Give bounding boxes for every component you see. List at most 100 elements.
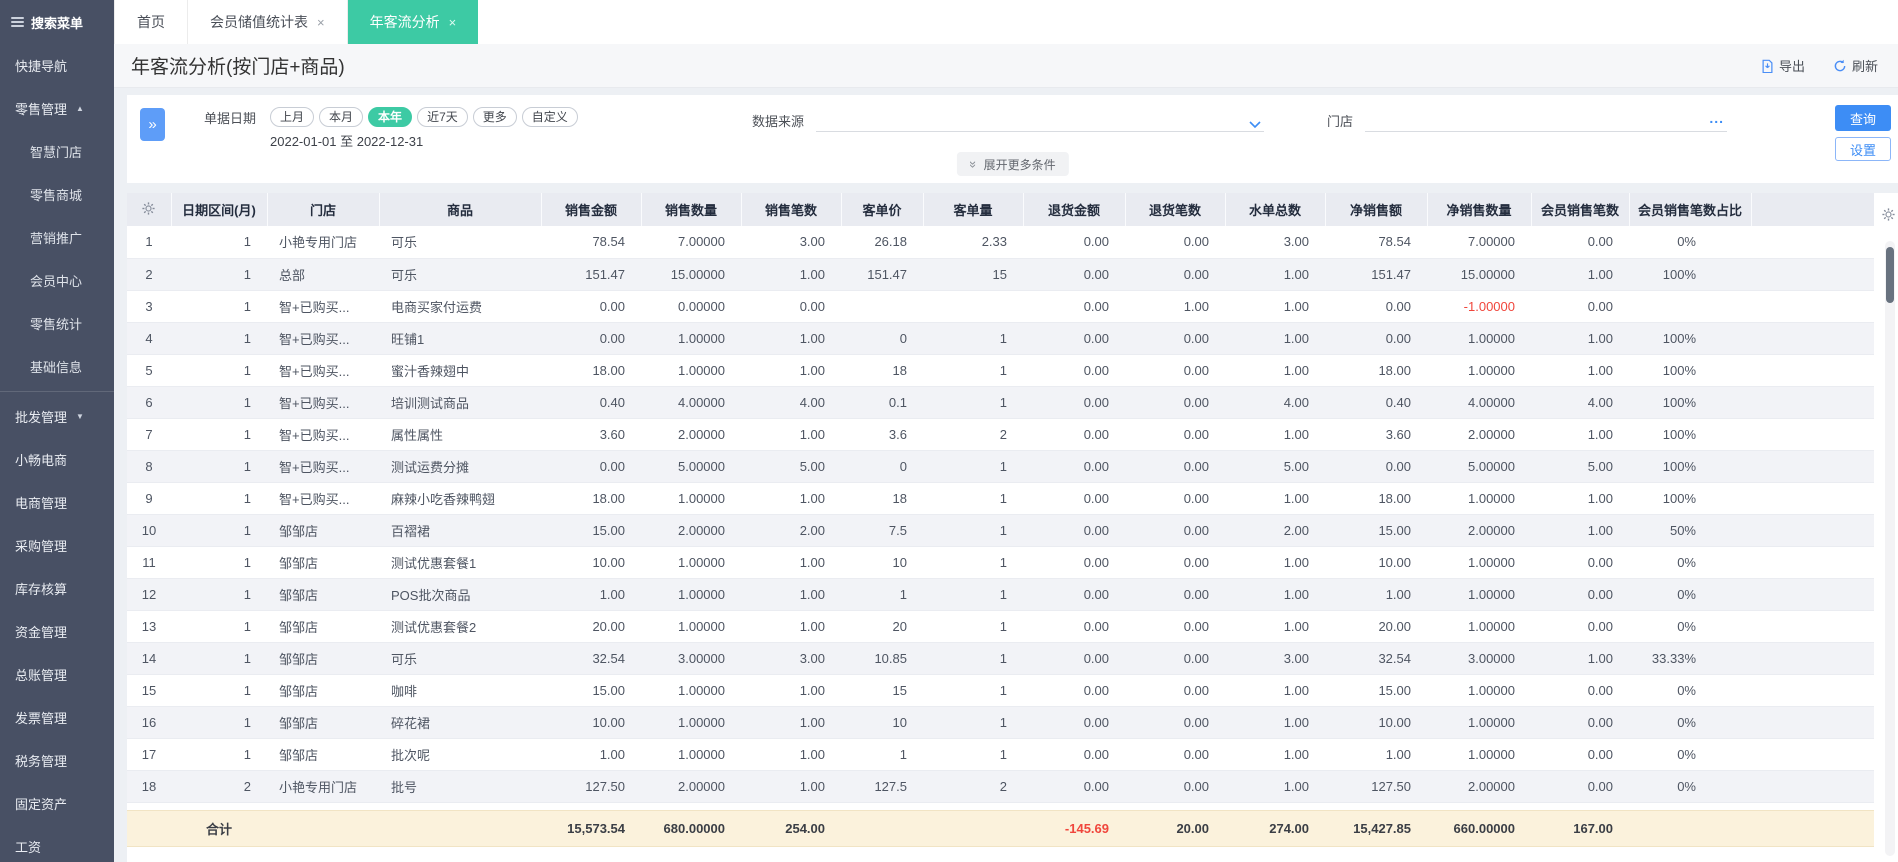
tab-1[interactable]: 会员储值统计表 × (188, 0, 348, 44)
date-range-value[interactable]: 2022-01-01 至 2022-12-31 (270, 134, 424, 149)
sidebar-item-9[interactable]: 批发管理 ▼ (0, 395, 114, 438)
cell: 1.00 (741, 354, 841, 387)
table-row[interactable]: 16 1 邹邹店 碎花裙 10.00 1.00000 1.00 10 1 0.00 0.00 1.00… (127, 706, 1874, 739)
column-header-15[interactable]: 会员销售笔数占比 (1629, 193, 1752, 226)
table-row[interactable]: 12 1 邹邹店 POS批次商品 1.00 1.00000 1.00 1 1 0.00 0.00 1.… (127, 578, 1874, 611)
date-quick-pill-2[interactable]: 本年 (368, 107, 413, 127)
cell: 0.00 (1531, 546, 1629, 579)
column-header-2[interactable]: 门店 (267, 193, 380, 226)
cell: 1.00000 (1427, 674, 1531, 707)
settings-button[interactable]: 设置 (1835, 137, 1891, 161)
sidebar-item-17[interactable]: 税务管理 (0, 739, 114, 782)
tab-close-icon[interactable]: × (448, 14, 457, 30)
export-button[interactable]: 导出 (1761, 56, 1805, 75)
sidebar-item-10[interactable]: 小畅电商 (0, 438, 114, 481)
cell: 0.00 (1023, 610, 1125, 643)
table-row[interactable]: 11 1 邹邹店 测试优惠套餐1 10.00 1.00000 1.00 10 1 0.00 0.00… (127, 546, 1874, 579)
sidebar-item-19[interactable]: 工资 (0, 825, 114, 862)
date-quick-pill-4[interactable]: 更多 (472, 107, 517, 127)
column-header-11[interactable]: 水单总数 (1225, 193, 1326, 226)
sidebar-item-label: 电商管理 (15, 496, 68, 511)
sidebar-item-18[interactable]: 固定资产 (0, 782, 114, 825)
table-row[interactable]: 1 1 小艳专用门店 可乐 78.54 7.00000 3.00 26.18 2.33 0.00 0… (127, 226, 1874, 259)
column-header-6[interactable]: 销售笔数 (741, 193, 842, 226)
cell-filler (1751, 226, 1874, 259)
cell: 0.00 (1325, 322, 1427, 355)
cell: 11 (127, 546, 171, 579)
store-more-button[interactable]: ... (1709, 110, 1724, 126)
table-row[interactable]: 13 1 邹邹店 测试优惠套餐2 20.00 1.00000 1.00 20 1 0.00 0.00… (127, 610, 1874, 643)
sidebar-item-12[interactable]: 采购管理 (0, 524, 114, 567)
tab-2[interactable]: 年客流分析 × (347, 0, 479, 44)
sidebar-item-6[interactable]: 零售统计 (0, 302, 114, 345)
cell: 0.00 (1325, 450, 1427, 483)
cell: 0.00 (1125, 674, 1225, 707)
table-row[interactable]: 2 1 总部 可乐 151.47 15.00000 1.00 151.47 15 0.00 0.00… (127, 258, 1874, 291)
data-source-select[interactable] (816, 111, 1264, 132)
table-row[interactable]: 7 1 智+已购买... 属性属性 3.60 2.00000 1.00 3.6 2 0.00 0.0… (127, 418, 1874, 451)
column-header-5[interactable]: 销售数量 (641, 193, 742, 226)
sidebar-item-5[interactable]: 会员中心 (0, 259, 114, 302)
column-header-4[interactable]: 销售金额 (541, 193, 642, 226)
sidebar-item-14[interactable]: 资金管理 (0, 610, 114, 653)
column-header-14[interactable]: 会员销售笔数 (1531, 193, 1630, 226)
cell: 10.00 (1325, 546, 1427, 579)
table-row[interactable]: 15 1 邹邹店 咖啡 15.00 1.00000 1.00 15 1 0.00 0.00 1.00 1… (127, 674, 1874, 707)
cell: 0.00 (1125, 322, 1225, 355)
collapse-filter-button[interactable]: » (140, 108, 165, 141)
cell: 5 (127, 354, 171, 387)
column-header-13[interactable]: 净销售数量 (1427, 193, 1532, 226)
column-header-0[interactable] (127, 193, 172, 226)
grid-settings-gear-icon[interactable] (1882, 208, 1895, 226)
column-header-10[interactable]: 退货笔数 (1125, 193, 1226, 226)
sidebar-item-4[interactable]: 营销推广 (0, 216, 114, 259)
cell: 1.00000 (1427, 354, 1531, 387)
refresh-button[interactable]: 刷新 (1833, 56, 1878, 75)
sidebar-item-16[interactable]: 发票管理 (0, 696, 114, 739)
cell-filler (1751, 450, 1874, 483)
cell: 15.00 (541, 514, 641, 547)
scrollbar-thumb[interactable] (1886, 247, 1894, 303)
sidebar-search-menu[interactable]: 搜索菜单 (0, 0, 114, 44)
total-cell: 167.00 (1531, 809, 1629, 847)
column-header-8[interactable]: 客单量 (923, 193, 1024, 226)
tab-close-icon[interactable]: × (317, 14, 325, 30)
cell: 咖啡 (379, 674, 541, 707)
column-header-9[interactable]: 退货金额 (1023, 193, 1126, 226)
tab-0[interactable]: 首页 (114, 0, 188, 44)
column-header-12[interactable]: 净销售额 (1325, 193, 1428, 226)
vertical-scrollbar[interactable] (1885, 241, 1895, 856)
column-header-3[interactable]: 商品 (379, 193, 542, 226)
date-quick-pill-5[interactable]: 自定义 (521, 107, 578, 127)
column-header-1[interactable]: 日期区间(月) (171, 193, 268, 226)
table-row[interactable]: 3 1 智+已购买... 电商买家付运费 0.00 0.00000 0.00 0.00 1.00… (127, 290, 1874, 323)
table-row[interactable]: 5 1 智+已购买... 蜜汁香辣翅中 18.00 1.00000 1.00 18 1 0.00 0… (127, 354, 1874, 387)
sidebar-item-7[interactable]: 基础信息 (0, 345, 114, 388)
sidebar-item-1[interactable]: 零售管理 ▲ (0, 87, 114, 130)
date-quick-pill-0[interactable]: 上月 (270, 107, 315, 127)
cell: 10.00 (541, 546, 641, 579)
sidebar-item-15[interactable]: 总账管理 (0, 653, 114, 696)
table-row[interactable]: 17 1 邹邹店 批次呢 1.00 1.00000 1.00 1 1 0.00 0.00 1.00 1.… (127, 738, 1874, 771)
sidebar-item-13[interactable]: 库存核算 (0, 567, 114, 610)
table-row[interactable]: 10 1 邹邹店 百褶裙 15.00 2.00000 2.00 7.5 1 0.00 0.00 2.0… (127, 514, 1874, 547)
sidebar-item-3[interactable]: 零售商城 (0, 173, 114, 216)
date-quick-pill-1[interactable]: 本月 (319, 107, 364, 127)
table-row[interactable]: 4 1 智+已购买... 旺铺1 0.00 1.00000 1.00 0 1 0.00 0.00 1.… (127, 322, 1874, 355)
column-header-7[interactable]: 客单价 (841, 193, 924, 226)
store-input[interactable]: ... (1365, 111, 1727, 132)
total-cell: 660.00000 (1427, 809, 1531, 847)
chevron-down-icon[interactable] (1249, 116, 1261, 134)
table-row[interactable]: 8 1 智+已购买... 测试运费分摊 0.00 5.00000 5.00 0 1 0.00 0.0… (127, 450, 1874, 483)
sidebar-item-2[interactable]: 智慧门店 (0, 130, 114, 173)
table-row[interactable]: 6 1 智+已购买... 培训测试商品 0.40 4.00000 4.00 0.1 1 0.00 0… (127, 386, 1874, 419)
sidebar-item-0[interactable]: 快捷导航 (0, 44, 114, 87)
sidebar-item-11[interactable]: 电商管理 (0, 481, 114, 524)
date-quick-pill-3[interactable]: 近7天 (417, 107, 468, 127)
table-row[interactable]: 14 1 邹邹店 可乐 32.54 3.00000 3.00 10.85 1 0.00 0.00 3.… (127, 642, 1874, 675)
cell: 1.00 (741, 578, 841, 611)
table-row[interactable]: 18 2 小艳专用门店 批号 127.50 2.00000 1.00 127.5 2 0.00 0.… (127, 770, 1874, 803)
table-row[interactable]: 9 1 智+已购买... 麻辣小吃香辣鸭翅 18.00 1.00000 1.00 18 1 0.0… (127, 482, 1874, 515)
expand-more-conditions-button[interactable]: » 展开更多条件 (956, 152, 1069, 176)
query-button[interactable]: 查询 (1835, 105, 1891, 131)
